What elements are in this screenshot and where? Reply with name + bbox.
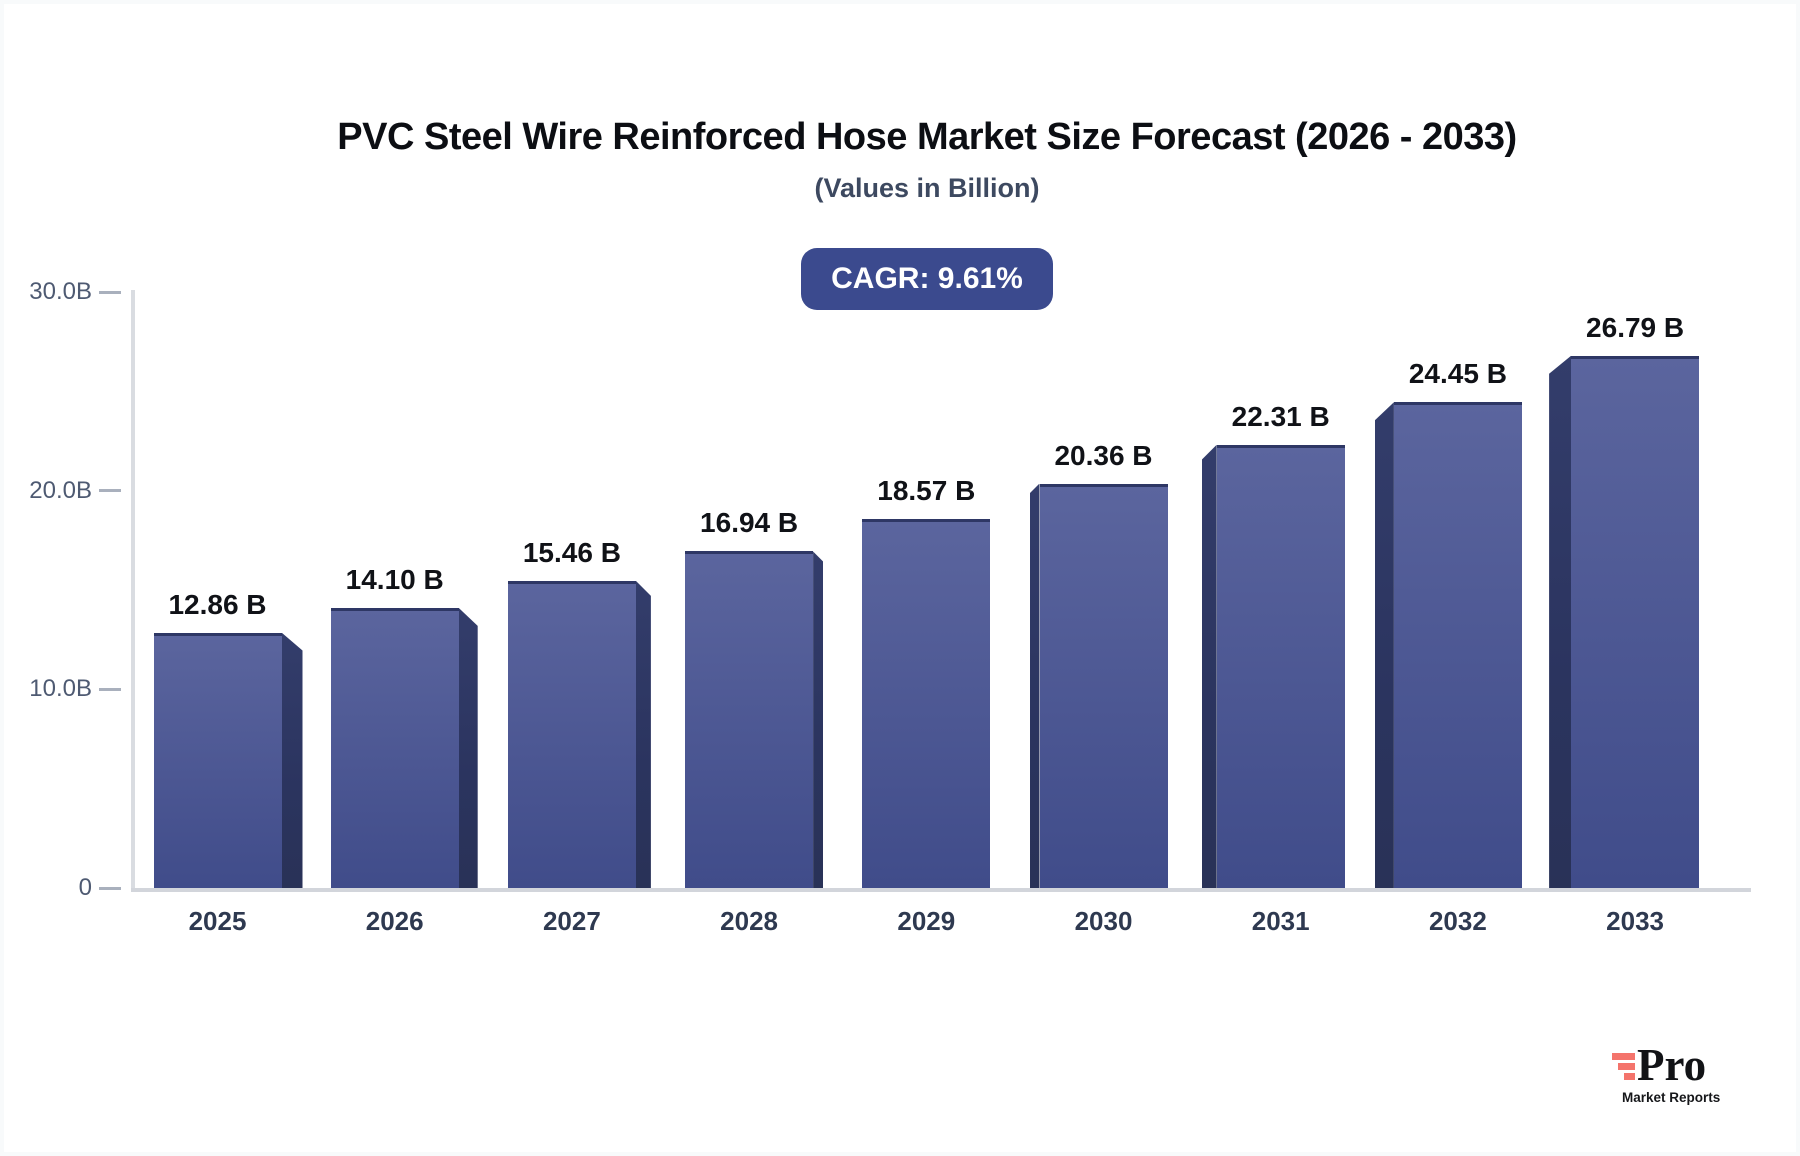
- bar-face: [330, 607, 459, 888]
- bar-value-label: 16.94 B: [700, 507, 799, 539]
- chart-subtitle: (Values in Billion): [814, 173, 1040, 203]
- bar-2027: [507, 580, 651, 888]
- x-tick-label-2027: 2027: [542, 906, 601, 936]
- bar-side-right: [813, 551, 824, 888]
- bar-face: [153, 632, 282, 888]
- chart-title: PVC Steel Wire Reinforced Hose Market Si…: [337, 116, 1517, 158]
- y-tick-mark: [99, 886, 121, 890]
- bar-side-left: [1029, 483, 1040, 888]
- logo-name: Pro: [1637, 1040, 1707, 1090]
- bar-value-label: 14.10 B: [345, 563, 444, 595]
- bar-2030: [1029, 483, 1168, 888]
- bar-side-left: [1549, 355, 1572, 888]
- x-axis-line: [131, 888, 1751, 892]
- bar-face: [685, 551, 814, 888]
- y-tick-mark: [99, 489, 121, 493]
- bar-face: [862, 519, 991, 888]
- x-tick-label-2026: 2026: [365, 906, 424, 936]
- bar-face: [507, 580, 636, 888]
- bar-value-label: 24.45 B: [1408, 358, 1507, 390]
- bar-value-label: 20.36 B: [1054, 439, 1153, 471]
- bar-side-right: [281, 632, 303, 888]
- y-tick-mark: [99, 290, 121, 294]
- y-tick-label: 10.0B: [29, 675, 92, 703]
- bar-2032: [1374, 402, 1522, 888]
- cagr-badge: CAGR: 9.61%: [801, 248, 1053, 310]
- bar-value-label: 26.79 B: [1586, 311, 1685, 343]
- x-tick-label-2028: 2028: [720, 906, 779, 936]
- bar-side-left: [1201, 444, 1217, 888]
- x-tick-label-2031: 2031: [1251, 906, 1310, 936]
- y-tick-label: 0: [78, 874, 92, 901]
- bar-face: [1039, 483, 1168, 888]
- bar-side-right: [635, 580, 651, 888]
- y-tick-label: 20.0B: [29, 476, 92, 504]
- bar-side-left: [1374, 402, 1394, 888]
- bar-value-label: 22.31 B: [1231, 400, 1330, 432]
- brand-logo: Pro Market Reports: [1612, 1040, 1722, 1105]
- bar-2028: [685, 551, 824, 888]
- chart-header: PVC Steel Wire Reinforced Hose Market Si…: [50, 4, 1796, 310]
- bar-2029: [862, 519, 991, 888]
- x-tick-label-2030: 2030: [1074, 906, 1133, 936]
- logo-flag-icon: [1612, 1053, 1635, 1080]
- bar-face: [1216, 444, 1345, 888]
- bar-2033: [1549, 355, 1700, 888]
- bar-face: [1393, 402, 1522, 888]
- y-axis-line: [131, 290, 135, 888]
- bar-value-label: 18.57 B: [877, 475, 976, 507]
- bar-2026: [330, 607, 478, 888]
- bar-value-label: 12.86 B: [168, 588, 267, 620]
- bar-side-right: [458, 607, 478, 888]
- bar-2025: [153, 632, 303, 888]
- bar-face: [1571, 355, 1700, 888]
- y-tick-mark: [99, 687, 121, 691]
- x-tick-label-2033: 2033: [1606, 906, 1665, 936]
- x-tick-label-2032: 2032: [1428, 906, 1487, 936]
- y-tick-label: 30.0B: [29, 278, 92, 305]
- logo-tagline: Market Reports: [1622, 1090, 1721, 1105]
- bar-value-label: 15.46 B: [522, 536, 621, 568]
- bar-2031: [1201, 444, 1345, 888]
- x-tick-label-2025: 2025: [188, 906, 247, 936]
- x-tick-label-2029: 2029: [897, 906, 956, 936]
